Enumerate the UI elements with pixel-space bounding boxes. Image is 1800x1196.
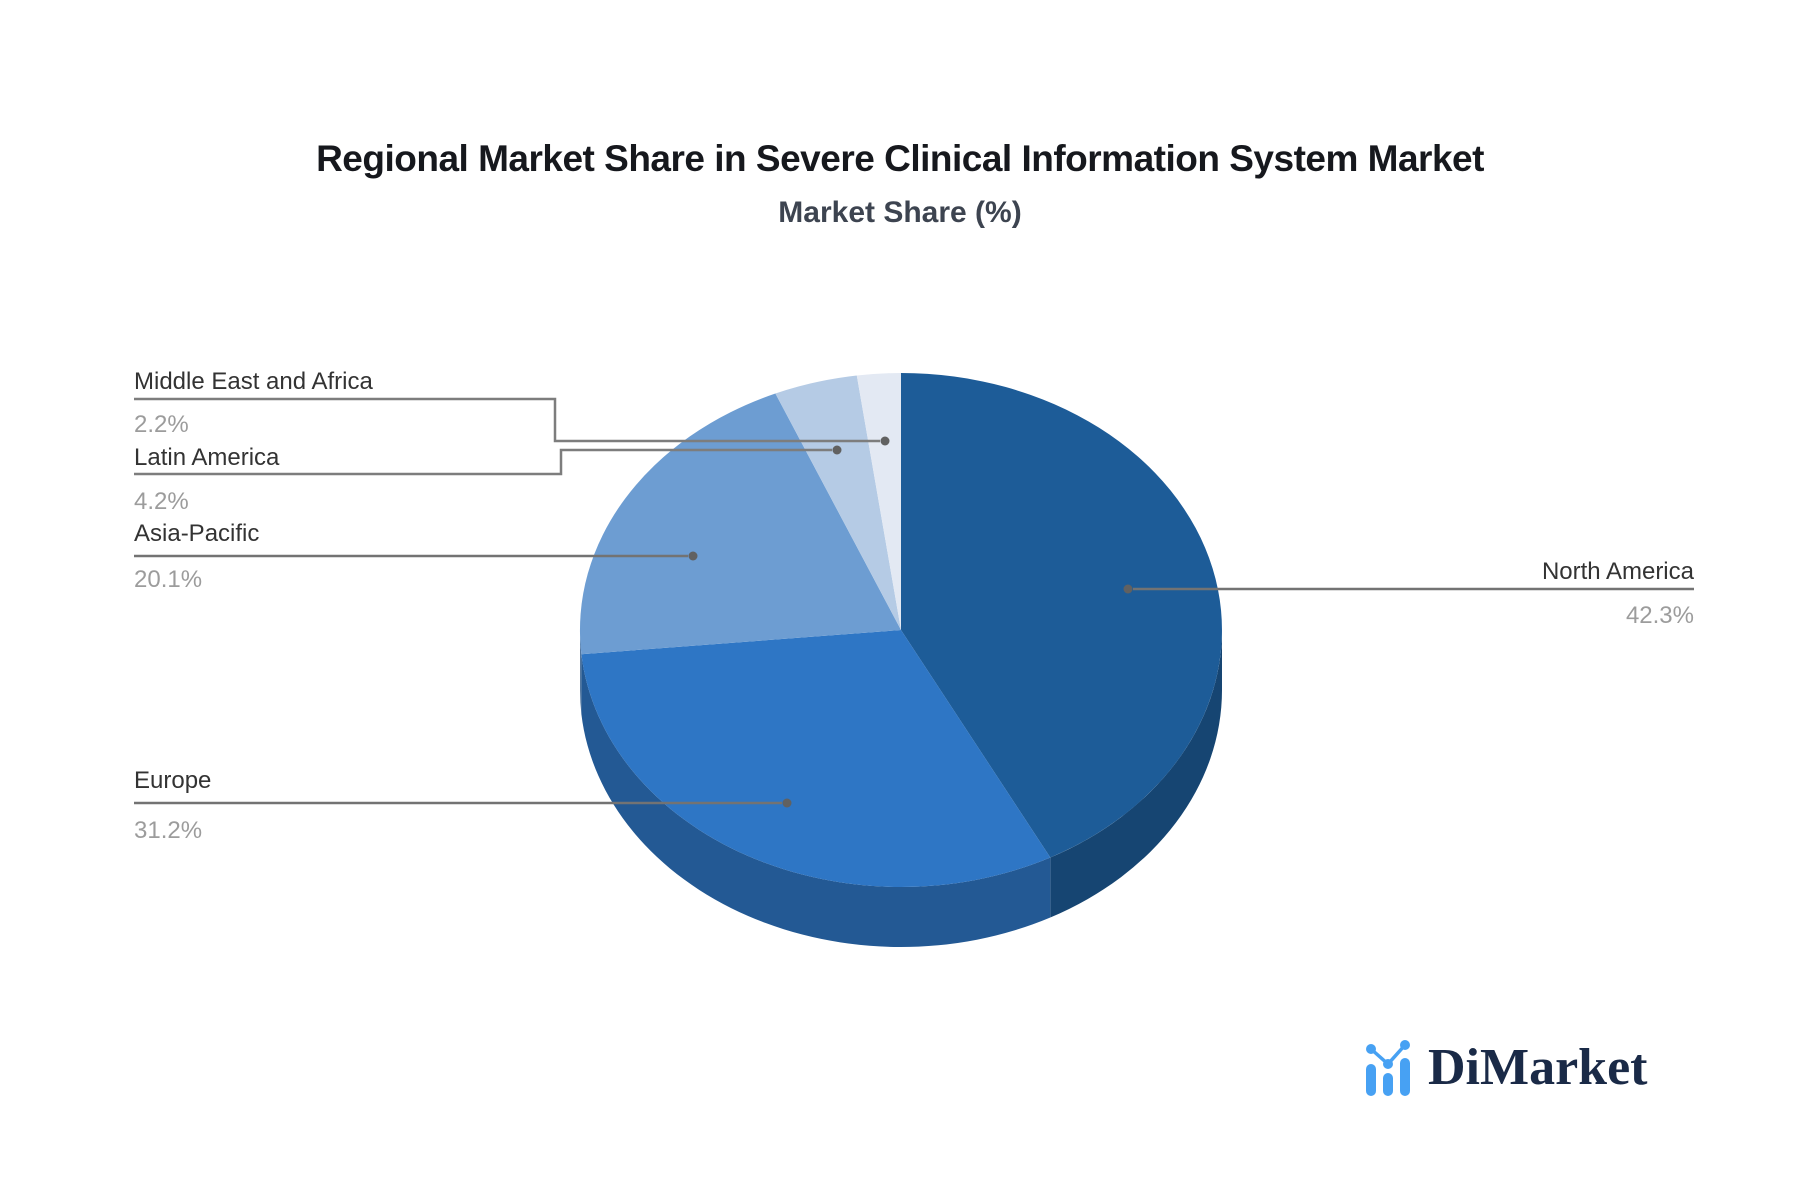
brand-logo: DiMarket (1366, 1040, 1647, 1096)
value-asia-pacific: 20.1% (134, 566, 203, 593)
logo-dot (1383, 1059, 1393, 1069)
label-europe: Europe (134, 767, 212, 794)
logo-bar (1383, 1073, 1393, 1096)
logo-dot (1400, 1040, 1410, 1050)
pie-slice-asia-pacific[interactable] (579, 393, 901, 655)
leader-dot-europe (782, 798, 792, 808)
leader-dot-asia-pacific (688, 551, 698, 561)
brand-logo-text: DiMarket (1428, 1039, 1648, 1096)
label-middle-east-and-africa: Middle East and Africa (134, 368, 373, 395)
value-north-america: 42.3% (1625, 602, 1694, 629)
value-europe: 31.2% (134, 817, 203, 844)
bar-chart-logo-icon (1366, 1040, 1410, 1096)
pie-slice-middle-east-and-africa[interactable] (856, 373, 901, 630)
logo-bar (1400, 1058, 1410, 1096)
value-latin-america: 4.2% (134, 488, 189, 515)
label-asia-pacific: Asia-Pacific (134, 520, 260, 547)
label-north-america: North America (1541, 558, 1694, 585)
pie-slice-side-asia-pacific[interactable] (579, 630, 582, 715)
pie-slice-latin-america[interactable] (775, 375, 901, 631)
leader-dot-north-america (1123, 584, 1133, 594)
pie-slice-europe[interactable] (581, 630, 1051, 888)
leader-dot-latin-america (832, 445, 842, 455)
chart-subtitle: Market Share (%) (778, 196, 1022, 229)
pie-slice-side-europe[interactable] (581, 654, 1051, 948)
value-middle-east-and-africa: 2.2% (134, 411, 189, 438)
pie-slice-side-north-america[interactable] (1050, 630, 1222, 918)
pie-slice-north-america[interactable] (901, 373, 1222, 858)
leader-line-latin-america (134, 448, 832, 476)
chart-title: Regional Market Share in Severe Clinical… (316, 138, 1484, 179)
leader-dot-middle-east-and-africa (880, 436, 890, 446)
leader-line-middle-east-and-africa (134, 397, 880, 443)
label-latin-america: Latin America (134, 444, 280, 471)
logo-bar (1366, 1064, 1376, 1096)
logo-dot (1366, 1044, 1376, 1054)
